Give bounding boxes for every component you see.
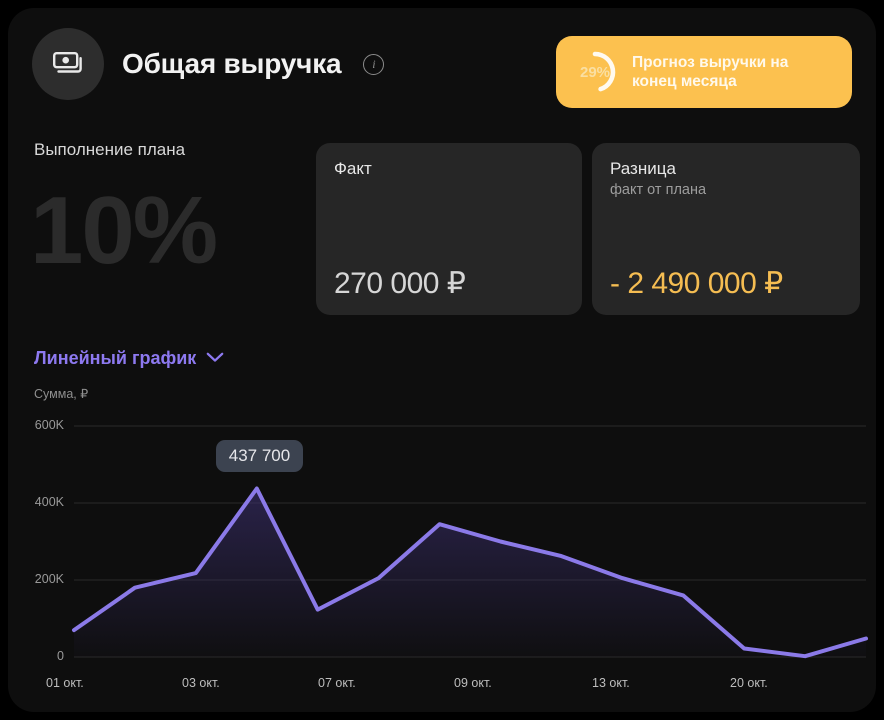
y-axis-caption: Сумма, ₽ (34, 387, 89, 401)
x-axis-tick: 13 окт. (592, 676, 630, 690)
stat-title: Разница (610, 159, 676, 178)
plan-completion-value: 10% (30, 177, 218, 284)
card-header: Общая выручка i (32, 28, 385, 100)
x-axis-tick: 09 окт. (454, 676, 492, 690)
forecast-badge[interactable]: 29% Прогноз выручки на конец месяца (556, 36, 852, 108)
revenue-card: Общая выручка i 29% Прогноз выручки на к… (8, 8, 876, 712)
x-axis-tick: 03 окт. (182, 676, 220, 690)
chart-type-selector[interactable]: Линейный график (34, 348, 224, 369)
forecast-label: Прогноз выручки на конец месяца (632, 53, 789, 90)
info-icon[interactable]: i (363, 53, 385, 75)
x-axis-tick: 07 окт. (318, 676, 356, 690)
stat-card-difference[interactable]: Разница факт от плана - 2 490 000 ₽ (592, 143, 860, 315)
chart-type-label: Линейный график (34, 348, 197, 368)
revenue-line-chart[interactable]: 0 200K 400K 600K 01 окт. 03 окт. 07 окт. 09 ок… (8, 408, 876, 708)
stat-subtitle: факт от плана (610, 182, 707, 198)
chevron-down-icon[interactable] (206, 350, 224, 368)
y-axis-tick: 600K (34, 418, 64, 432)
x-axis-tick: 01 окт. (46, 676, 84, 690)
forecast-percent: 29% (579, 63, 611, 81)
stat-value: - 2 490 000 ₽ (610, 267, 783, 300)
stat-title: Факт (334, 159, 372, 178)
banknote-icon (32, 28, 104, 100)
x-axis-tick: 20 окт. (730, 676, 768, 690)
plan-completion-label: Выполнение плана (34, 140, 186, 159)
stat-card-fact[interactable]: Факт 270 000 ₽ (316, 143, 582, 315)
forecast-progress-ring: 29% (572, 49, 618, 95)
stat-value: 270 000 ₽ (334, 267, 466, 300)
y-axis-tick: 400K (34, 495, 64, 509)
chart-tooltip: 437 700 (215, 440, 304, 473)
y-axis-tick: 200K (34, 572, 64, 586)
y-axis-tick: 0 (57, 649, 64, 663)
page-title: Общая выручка (122, 48, 342, 79)
